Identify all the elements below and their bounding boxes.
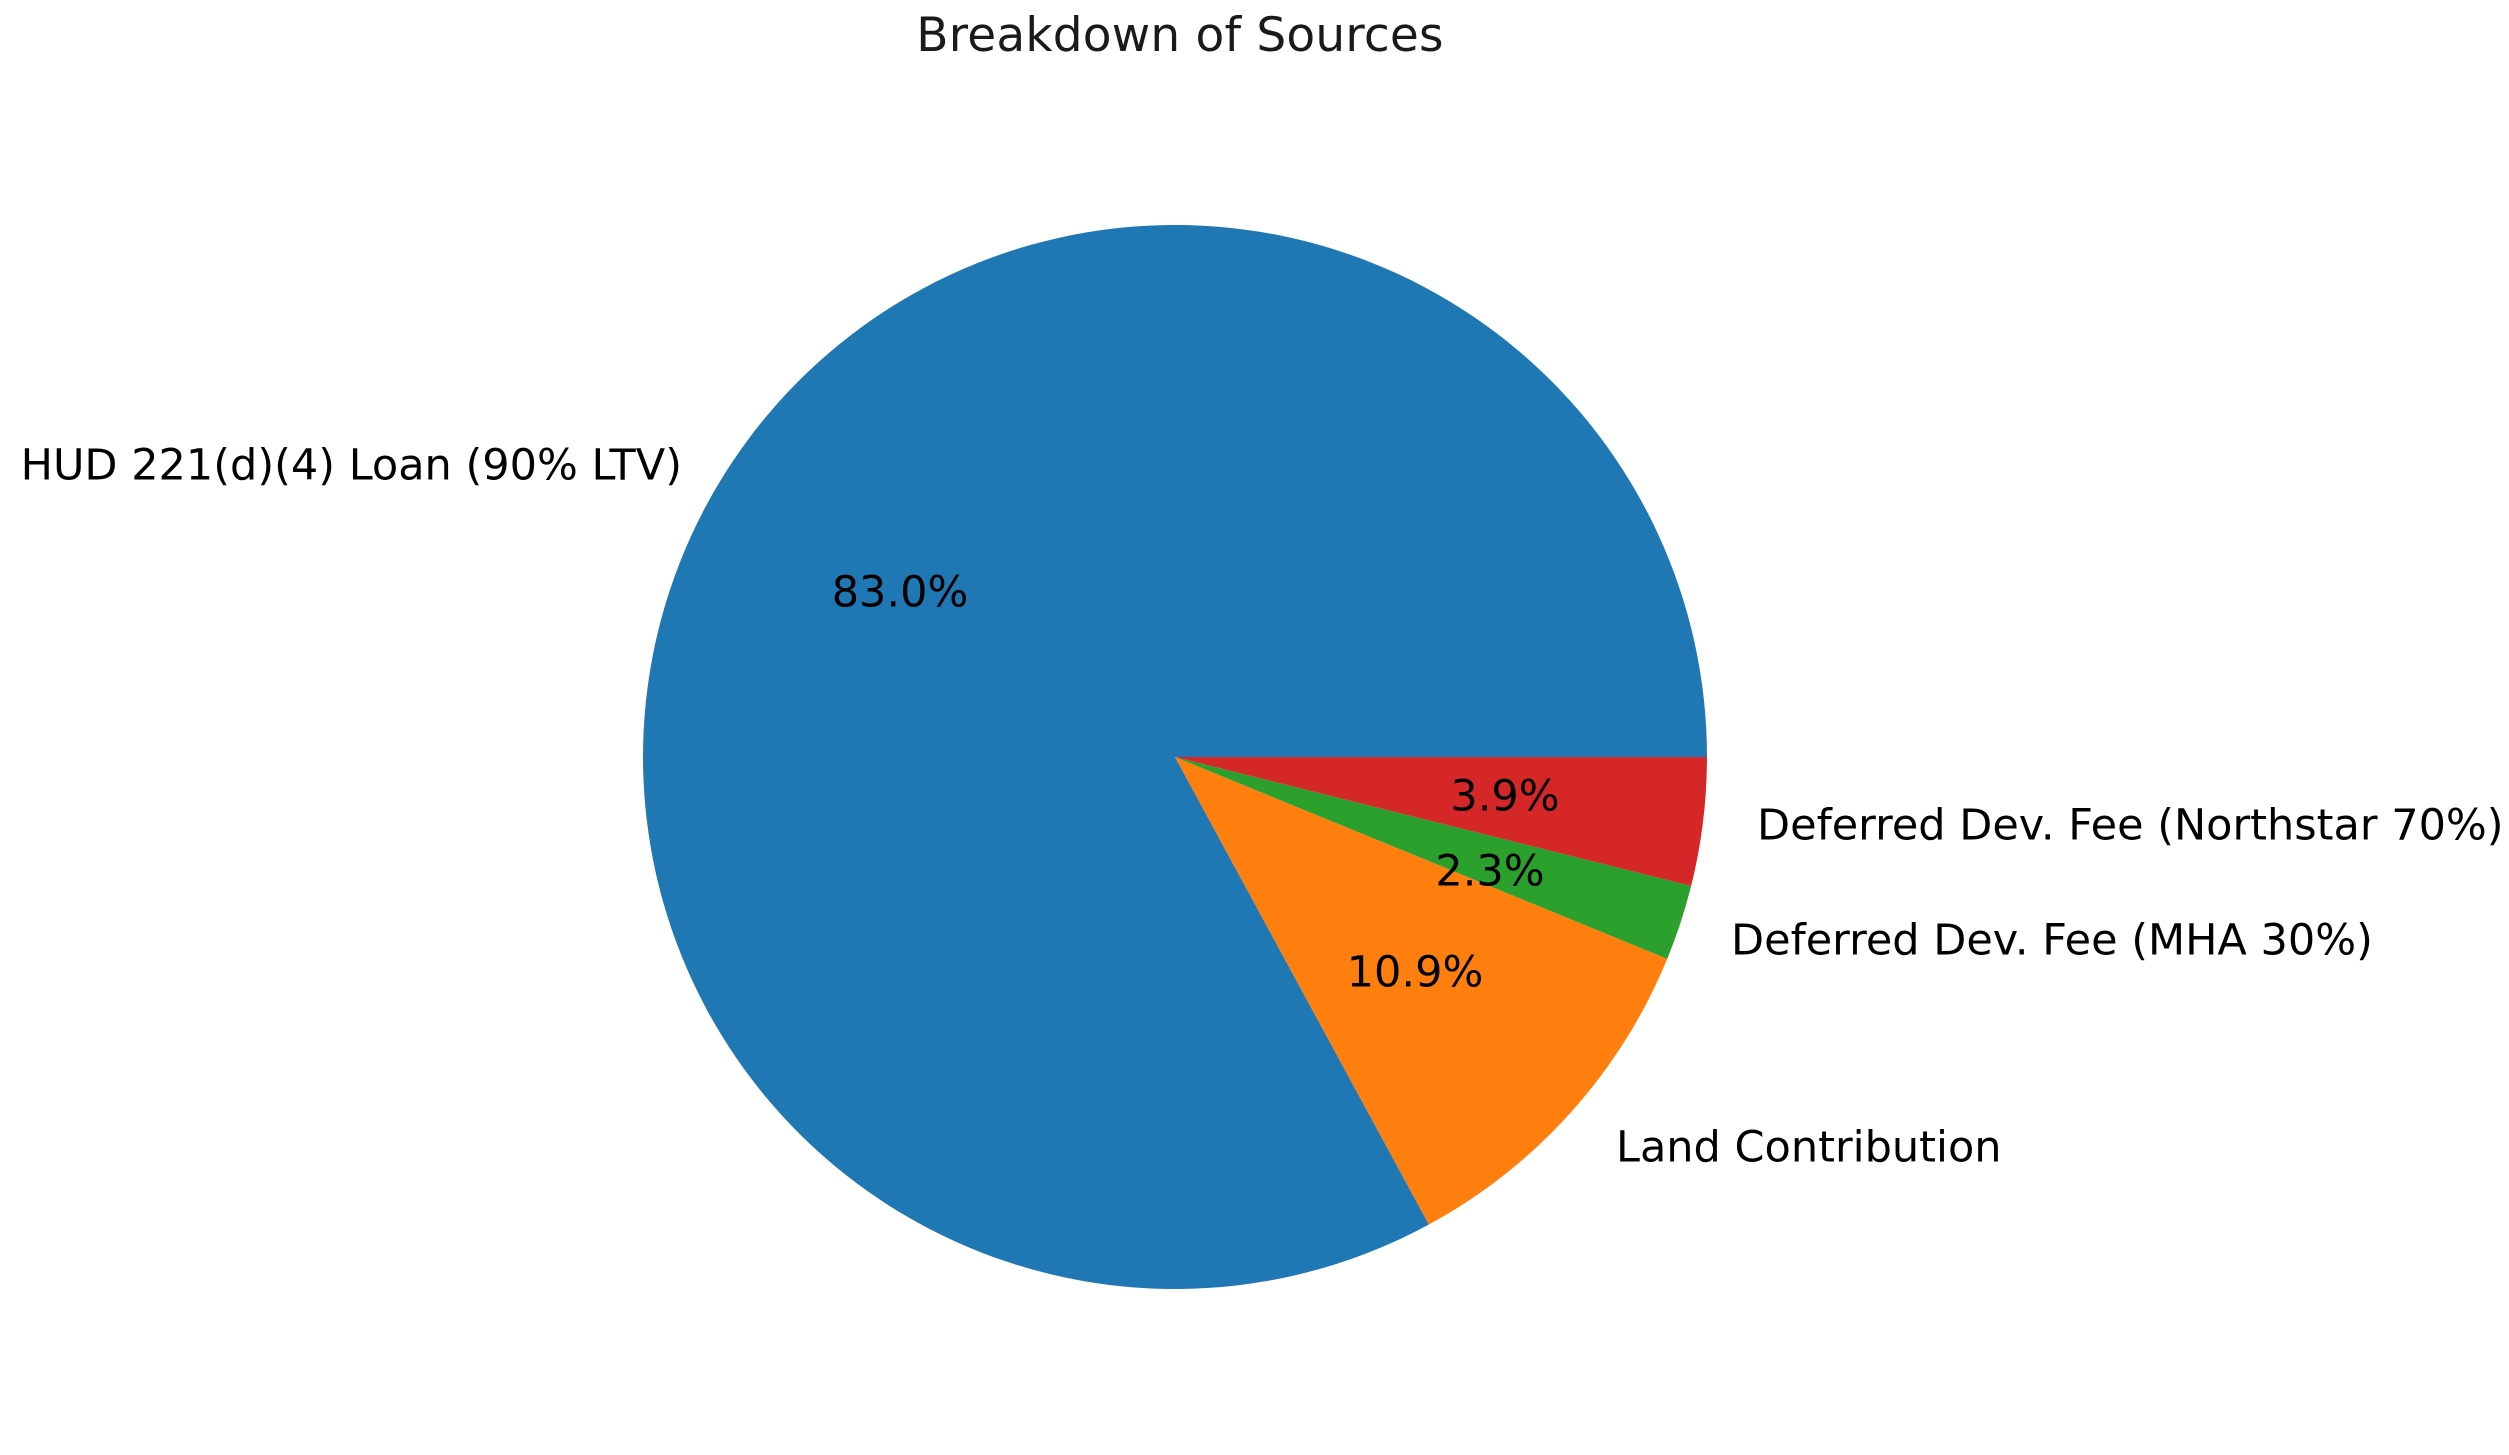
chart-title: Breakdown of Sources	[916, 8, 1444, 63]
pie-wedges	[643, 224, 1707, 1289]
pie-slice-deferred-fee-northstar[interactable]	[1175, 757, 1707, 886]
pie-slice-deferred-fee-mha[interactable]	[1175, 757, 1692, 959]
pie-slice-land-contribution[interactable]	[1175, 757, 1668, 1225]
pie-slice-hud-loan[interactable]	[643, 224, 1707, 1289]
